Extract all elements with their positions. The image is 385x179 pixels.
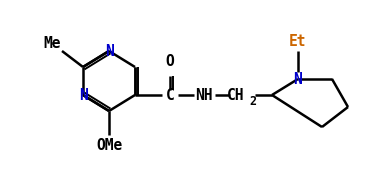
Text: N: N: [105, 43, 113, 59]
Text: OMe: OMe: [96, 139, 122, 154]
Text: N: N: [79, 88, 87, 103]
Text: O: O: [166, 54, 174, 69]
Text: Et: Et: [289, 33, 307, 49]
Text: CH: CH: [227, 88, 245, 103]
Text: NH: NH: [195, 88, 213, 103]
Text: 2: 2: [249, 95, 256, 108]
Text: N: N: [294, 71, 302, 86]
Text: Me: Me: [43, 35, 61, 50]
Text: C: C: [166, 88, 174, 103]
